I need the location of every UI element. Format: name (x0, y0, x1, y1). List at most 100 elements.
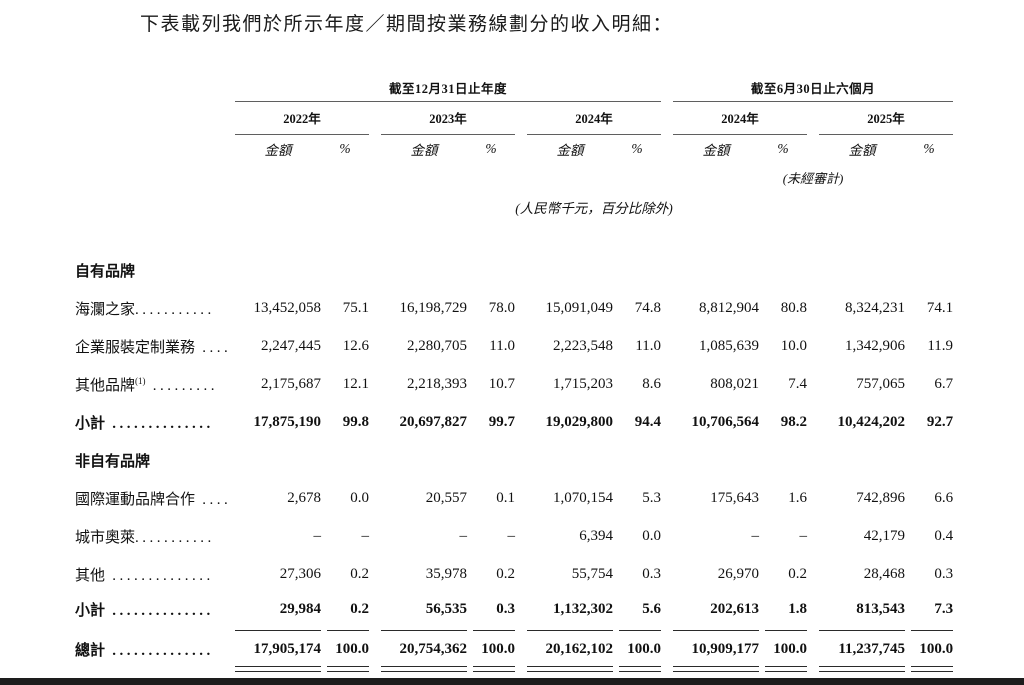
column-gap (661, 365, 673, 403)
percent-value: 11.0 (489, 337, 515, 354)
amount-value: 20,162,102 (545, 640, 614, 657)
column-gap (369, 593, 381, 625)
row-label: 小計 (75, 415, 106, 432)
percent-value: 1.8 (788, 600, 808, 617)
corner-cell (75, 134, 235, 164)
percent-value: 74.1 (926, 299, 954, 316)
row-label-cell: 總計 .............. (75, 635, 235, 663)
column-gap (807, 555, 819, 593)
percent-value: 0.4 (934, 527, 954, 544)
horizontal-rule (381, 666, 467, 672)
horizontal-rule (527, 629, 613, 631)
percent-value: 0.0 (350, 489, 369, 506)
percent-value: 5.3 (642, 489, 662, 506)
row-label: 城市奧萊 (75, 529, 136, 546)
amount-value: 2,218,393 (407, 375, 467, 392)
year-header: 2023年 (381, 101, 515, 135)
amount-value: – (313, 527, 322, 544)
revenue-breakdown-table: 截至12月31日止年度 截至6月30日止六個月 2022年 2023年 2024年 202… (75, 75, 954, 675)
column-gap (369, 635, 381, 663)
horizontal-rule (819, 666, 906, 672)
percent-rule-cell (613, 663, 662, 675)
amount-value: 10,909,177 (691, 640, 760, 657)
dot-leader: .............. (105, 642, 214, 659)
percent-value: 100.0 (481, 640, 515, 657)
dot-leader: .............. (105, 567, 214, 584)
horizontal-rule (765, 629, 808, 631)
column-gap (661, 101, 673, 134)
column-gap (661, 403, 673, 441)
amount-value: – (751, 527, 760, 544)
dot-leader: .... (195, 339, 232, 356)
column-gap (515, 663, 527, 675)
percent-value: 100.0 (773, 640, 808, 657)
percent-rule-cell (759, 625, 808, 635)
amount-value: 11,237,745 (838, 640, 906, 657)
row-label: 小計 (75, 602, 106, 619)
table-row: 小計 .............. 29,984 0.2 56,535 0.3 1,132… (75, 593, 953, 625)
amount-rule-cell (381, 625, 467, 635)
percent-value: 0.2 (496, 565, 515, 582)
column-gap (661, 593, 673, 625)
percent-value: 6.7 (934, 375, 954, 392)
amount-value: 35,978 (425, 565, 467, 582)
percent-value: 98.2 (780, 413, 808, 430)
horizontal-rule (527, 666, 613, 672)
table-row: 總計 .............. 17,905,174 100.0 20,754,3… (75, 635, 953, 663)
amount-value: 8,812,904 (699, 299, 760, 316)
percent-value: 12.1 (342, 375, 369, 392)
amount-value: 27,306 (279, 565, 321, 582)
percent-rule-cell (321, 663, 369, 675)
amount-value: 29,984 (279, 600, 321, 617)
column-gap (661, 555, 673, 593)
row-label-cell: 其他品牌(1) ......... (75, 365, 235, 403)
amount-header: 金額 (848, 143, 876, 159)
column-gap (369, 403, 381, 441)
amount-rule-cell (235, 663, 321, 675)
horizontal-rule (673, 666, 760, 672)
amount-value: 808,021 (710, 375, 760, 392)
spacer-row (75, 223, 953, 251)
percent-header: % (777, 141, 789, 157)
empty-cell (75, 663, 235, 675)
percent-rule-cell (759, 663, 808, 675)
percent-value: 0.2 (788, 565, 808, 582)
horizontal-rule (473, 629, 515, 631)
horizontal-rule (673, 629, 760, 631)
percent-value: 0.2 (350, 600, 369, 617)
amount-value: 17,875,190 (253, 413, 322, 430)
amount-value: 20,697,827 (399, 413, 468, 430)
amount-value: 28,468 (863, 565, 906, 582)
row-label-cell: 小計 .............. (75, 403, 235, 441)
unaudited-note: (未經審計) (782, 171, 844, 186)
percent-value: 100.0 (335, 640, 369, 657)
percent-value: 0.0 (642, 527, 662, 544)
spacer-cell (75, 223, 953, 251)
percent-rule-cell (467, 663, 515, 675)
amount-value: 1,132,302 (553, 600, 613, 617)
column-gap (515, 327, 527, 365)
percent-header: % (631, 141, 643, 157)
horizontal-rule (765, 666, 808, 672)
table-row: 企業服裝定制業務 .... 2,247,445 12.6 2,280,705 11.0 2… (75, 327, 953, 365)
percent-header: % (923, 141, 935, 157)
horizontal-rule (327, 666, 369, 672)
percent-value: 0.2 (350, 565, 369, 582)
percent-value: 0.3 (934, 565, 954, 582)
dot-leader: ......... (145, 377, 219, 394)
amount-rule-cell (819, 663, 906, 675)
column-gap (369, 625, 381, 635)
percent-value: 10.7 (488, 375, 515, 392)
percent-rule-cell (321, 625, 369, 635)
amount-value: 2,175,687 (261, 375, 321, 392)
amount-value: 2,280,705 (407, 337, 467, 354)
column-gap (369, 365, 381, 403)
corner-cell (75, 75, 235, 101)
amount-rule-cell (819, 625, 906, 635)
percent-value: 80.8 (780, 299, 808, 316)
horizontal-rule (235, 666, 321, 672)
percent-value: 7.3 (934, 600, 954, 617)
column-gap (369, 327, 381, 365)
year-header-row: 2022年 2023年 2024年 2024年 2025年 (75, 101, 954, 135)
dot-leader: .... (195, 491, 232, 508)
